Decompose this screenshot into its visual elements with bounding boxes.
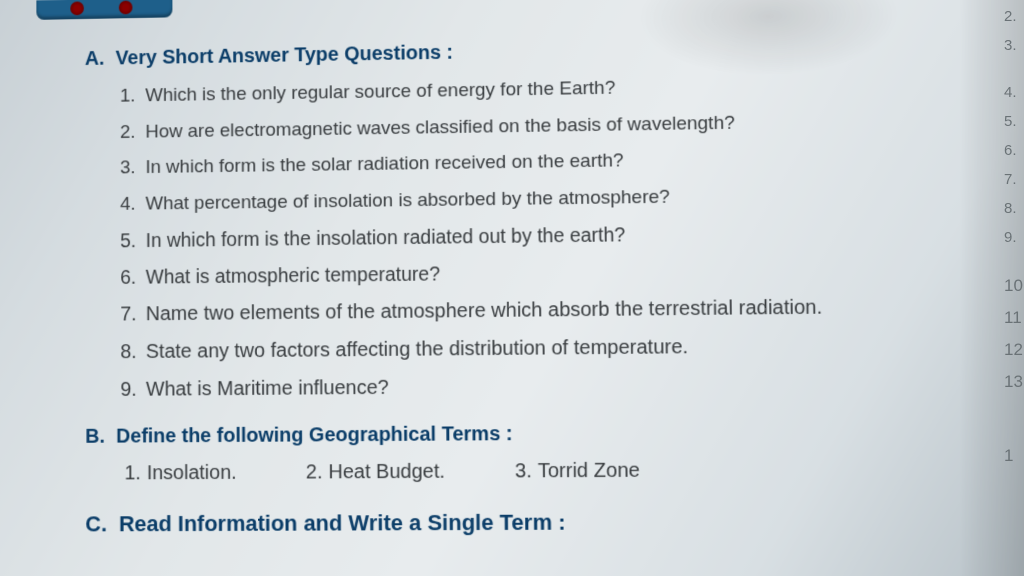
question-item: 8.State any two factors affecting the di… (120, 332, 926, 366)
question-item: 7.Name two elements of the atmosphere wh… (120, 294, 925, 329)
margin-number: 10. (960, 276, 1024, 296)
spiral-binder (36, 0, 172, 20)
term-item: 2.Heat Budget. (306, 461, 445, 485)
margin-number: 3. (960, 37, 1024, 54)
section-c: C. Read Information and Write a Single T… (66, 508, 930, 537)
question-list-a: 1.Which is the only regular source of en… (120, 71, 927, 404)
section-b-title: Define the following Geographical Terms … (116, 423, 513, 448)
question-text: What percentage of insolation is absorbe… (146, 187, 670, 215)
question-item: 3.In which form is the solar radiation r… (120, 144, 923, 181)
section-c-title: Read Information and Write a Single Term… (119, 510, 566, 537)
question-text: What is Maritime influence? (146, 377, 389, 401)
question-item: 1.Which is the only regular source of en… (120, 71, 922, 109)
textbook-page: A. Very Short Answer Type Questions : 1.… (7, 0, 971, 576)
section-c-letter: C. (85, 512, 107, 537)
margin-number: 11 (960, 308, 1024, 328)
question-text: What is atmospheric temperature? (146, 263, 440, 288)
question-item: 9.What is Maritime influence? (120, 371, 927, 404)
margin-number: 12 (960, 340, 1024, 360)
adjacent-page-edge: 2. 3. 4. 5. 6. 7. 8. 9. 10. 11 12 13 1 (960, 0, 1024, 576)
margin-number: 7. (960, 171, 1024, 188)
question-item: 4.What percentage of insolation is absor… (120, 181, 924, 217)
question-item: 6.What is atmospheric temperature? (120, 256, 925, 291)
section-b-letter: B. (85, 426, 105, 448)
section-c-heading: C. Read Information and Write a Single T… (85, 508, 929, 537)
section-a: A. Very Short Answer Type Questions : 1.… (65, 34, 927, 405)
margin-number: 5. (960, 113, 1024, 130)
question-text: In which form is the solar radiation rec… (145, 151, 623, 179)
terms-row: 1.Insolation. 2.Heat Budget. 3.Torrid Zo… (125, 458, 929, 485)
question-text: How are electromagnetic waves classified… (145, 112, 735, 142)
question-text: State any two factors affecting the dist… (146, 336, 688, 363)
question-text: Name two elements of the atmosphere whic… (146, 297, 823, 326)
margin-number: 2. (960, 8, 1024, 25)
section-a-heading: A. Very Short Answer Type Questions : (85, 34, 921, 71)
section-a-title: Very Short Answer Type Questions : (116, 42, 454, 70)
margin-number: 4. (960, 84, 1024, 101)
term-text: Insolation. (147, 462, 237, 484)
margin-number: 9. (960, 229, 1024, 246)
margin-number: 1 (960, 446, 1024, 466)
margin-number: 13 (960, 372, 1024, 392)
question-item: 2.How are electromagnetic waves classifi… (120, 107, 922, 145)
question-text: Which is the only regular source of ener… (145, 78, 615, 106)
margin-number: 8. (960, 200, 1024, 217)
question-item: 5.In which form is the insolation radiat… (120, 218, 924, 254)
term-item: 3.Torrid Zone (515, 460, 640, 484)
section-a-letter: A. (85, 48, 104, 70)
section-b: B. Define the following Geographical Ter… (66, 420, 929, 485)
term-text: Torrid Zone (538, 460, 640, 483)
term-text: Heat Budget. (328, 461, 445, 484)
question-text: In which form is the insolation radiated… (146, 224, 626, 252)
section-b-heading: B. Define the following Geographical Ter… (85, 420, 928, 448)
margin-number: 6. (960, 142, 1024, 159)
term-item: 1.Insolation. (125, 462, 237, 486)
